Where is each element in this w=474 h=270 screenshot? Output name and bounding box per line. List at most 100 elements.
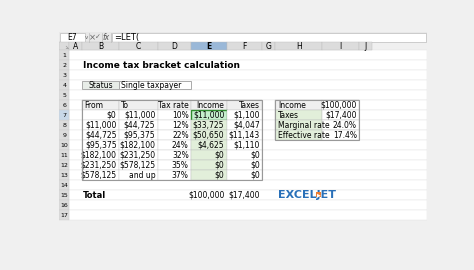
Text: $0: $0	[250, 161, 260, 170]
Bar	[119, 42, 158, 50]
Text: Effective rate: Effective rate	[278, 131, 329, 140]
Bar	[82, 81, 119, 89]
Bar	[158, 160, 191, 170]
Text: 9: 9	[62, 133, 66, 138]
Text: $11,000: $11,000	[85, 121, 117, 130]
Bar	[359, 42, 373, 50]
Bar	[275, 110, 322, 120]
Text: Single taxpayer: Single taxpayer	[121, 81, 182, 90]
Bar	[119, 160, 158, 170]
Text: 4: 4	[62, 83, 66, 88]
Text: $17,400: $17,400	[228, 191, 260, 200]
Text: $4,047: $4,047	[233, 121, 260, 130]
Text: $0: $0	[215, 171, 224, 180]
Text: Income tax bracket calculation: Income tax bracket calculation	[83, 61, 240, 70]
Text: v: v	[85, 35, 88, 40]
Text: D: D	[172, 42, 177, 51]
Bar	[322, 130, 359, 140]
Bar	[191, 160, 227, 170]
Text: Taxes: Taxes	[278, 111, 299, 120]
Bar	[69, 90, 427, 100]
Bar	[158, 170, 191, 180]
Text: C: C	[136, 42, 141, 51]
Text: 10%: 10%	[172, 111, 189, 120]
Text: $11,000: $11,000	[193, 111, 224, 120]
Bar	[119, 130, 158, 140]
Bar	[59, 160, 69, 170]
Bar	[82, 120, 119, 130]
Text: 5: 5	[63, 93, 66, 98]
Bar	[59, 90, 69, 100]
Bar	[59, 190, 69, 200]
Bar	[69, 130, 427, 140]
Bar	[119, 170, 158, 180]
Text: ×: ×	[89, 33, 96, 42]
Text: $0: $0	[250, 171, 260, 180]
Text: E: E	[206, 42, 211, 51]
Bar	[119, 140, 158, 150]
Text: $578,125: $578,125	[119, 161, 155, 170]
Text: 35%: 35%	[172, 161, 189, 170]
Bar	[69, 160, 427, 170]
Bar	[82, 170, 119, 180]
Text: Taxes: Taxes	[239, 101, 260, 110]
Text: $182,100: $182,100	[81, 151, 117, 160]
Bar	[191, 140, 227, 150]
FancyBboxPatch shape	[316, 192, 321, 197]
Bar	[59, 100, 69, 110]
Bar	[82, 100, 262, 180]
Bar	[69, 190, 427, 200]
Text: B: B	[98, 42, 103, 51]
Bar	[59, 50, 69, 60]
Bar	[59, 180, 69, 190]
Bar	[59, 150, 69, 160]
Bar	[59, 80, 69, 90]
Bar	[59, 170, 69, 180]
Bar	[69, 50, 427, 60]
Text: $0: $0	[215, 161, 224, 170]
Text: $1,110: $1,110	[234, 141, 260, 150]
Bar	[158, 130, 191, 140]
Text: Marginal rate: Marginal rate	[278, 121, 329, 130]
Text: 7: 7	[62, 113, 66, 118]
Text: 12%: 12%	[172, 121, 189, 130]
Bar	[322, 42, 359, 50]
Bar	[59, 70, 69, 80]
Text: $100,000: $100,000	[320, 101, 357, 110]
Bar	[262, 42, 275, 50]
Bar	[69, 150, 427, 160]
Bar	[158, 140, 191, 150]
Text: $4,625: $4,625	[198, 141, 224, 150]
Text: Tax rate: Tax rate	[158, 101, 189, 110]
Bar	[158, 42, 191, 50]
Text: $100,000: $100,000	[188, 191, 224, 200]
Bar	[191, 100, 227, 110]
Bar	[82, 42, 119, 50]
Bar	[82, 140, 119, 150]
Text: Income: Income	[278, 101, 306, 110]
Bar	[69, 110, 427, 120]
Bar	[322, 120, 359, 130]
Bar	[82, 150, 119, 160]
Text: $0: $0	[250, 151, 260, 160]
Text: I: I	[339, 42, 342, 51]
Text: 6: 6	[63, 103, 66, 108]
Text: 13: 13	[60, 173, 68, 178]
Text: A: A	[73, 42, 78, 51]
Text: ▶: ▶	[317, 192, 320, 197]
Text: and up: and up	[129, 171, 155, 180]
Text: $578,125: $578,125	[81, 171, 117, 180]
Text: $0: $0	[215, 151, 224, 160]
Text: 14: 14	[60, 183, 68, 188]
Text: 12: 12	[60, 163, 68, 168]
Bar	[275, 120, 322, 130]
Text: $11,000: $11,000	[124, 111, 155, 120]
Bar	[59, 200, 69, 210]
Bar	[227, 42, 262, 50]
Bar	[59, 210, 69, 220]
Text: $11,143: $11,143	[229, 131, 260, 140]
Bar	[275, 100, 322, 110]
Text: =LET(: =LET(	[114, 33, 139, 42]
Text: To: To	[121, 101, 129, 110]
Text: 10: 10	[60, 143, 68, 148]
